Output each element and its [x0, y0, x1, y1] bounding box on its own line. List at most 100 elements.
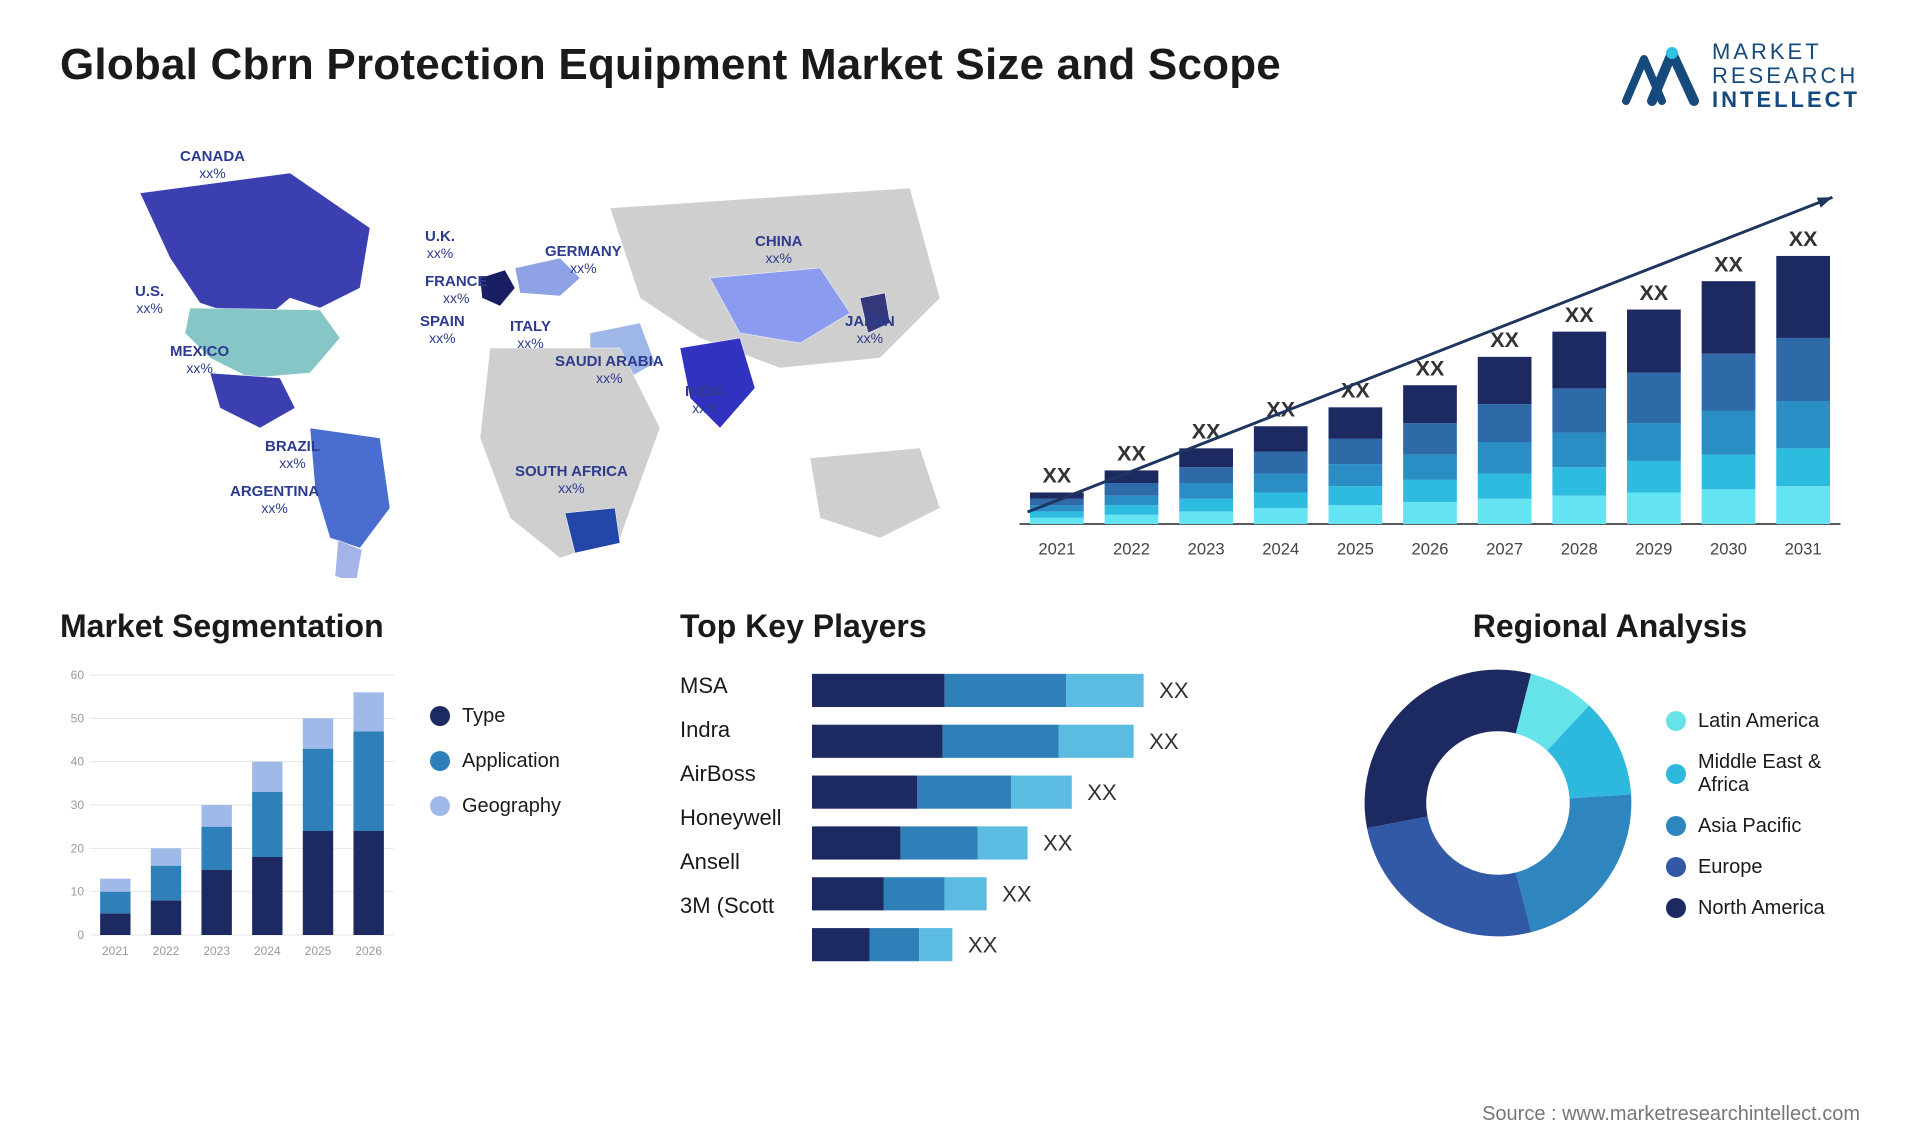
- map-label-japan: JAPANxx%: [845, 313, 895, 346]
- map-label-germany: GERMANYxx%: [545, 243, 622, 276]
- seg-legend-type: Type: [430, 705, 561, 728]
- brand-logo: MARKET RESEARCH INTELLECT: [1622, 40, 1860, 113]
- legend-label: Asia Pacific: [1698, 815, 1801, 838]
- page-title: Global Cbrn Protection Equipment Market …: [60, 40, 1281, 90]
- svg-text:XX: XX: [1159, 678, 1189, 703]
- svg-text:2023: 2023: [203, 944, 230, 958]
- regional-title: Regional Analysis: [1360, 608, 1860, 645]
- world-map-panel: CANADAxx% U.S.xx%MEXICOxx% BRAZILxx% ARGENT…: [60, 138, 960, 578]
- svg-text:2031: 2031: [1785, 539, 1822, 558]
- svg-text:60: 60: [71, 668, 85, 682]
- swatch-icon: [1666, 857, 1686, 877]
- forecast-chart-panel: 2021 XX 2022 XX 2023 XX 2024 XX 2025 XX 2026 XX 2027…: [1000, 138, 1860, 578]
- map-label-china: CHINAxx%: [755, 233, 803, 266]
- svg-text:40: 40: [71, 754, 85, 768]
- legend-label: Europe: [1698, 856, 1763, 879]
- seg-legend-application: Application: [430, 750, 561, 773]
- map-label-canada: CANADAxx%: [180, 148, 245, 181]
- swatch-icon: [430, 706, 450, 726]
- map-label-spain: SPAINxx%: [420, 313, 465, 346]
- player-label: Ansell: [680, 849, 782, 875]
- swatch-icon: [430, 751, 450, 771]
- map-label-saudi-arabia: SAUDI ARABIAxx%: [555, 353, 664, 386]
- svg-text:2028: 2028: [1561, 539, 1598, 558]
- regional-legend-item: Latin America: [1666, 710, 1860, 733]
- regional-legend-item: Europe: [1666, 856, 1860, 879]
- svg-text:2022: 2022: [1113, 539, 1150, 558]
- logo-word-3: INTELLECT: [1712, 87, 1860, 112]
- svg-text:2030: 2030: [1710, 539, 1747, 558]
- svg-text:XX: XX: [1192, 419, 1221, 443]
- player-label: Honeywell: [680, 805, 782, 831]
- svg-text:2024: 2024: [254, 944, 281, 958]
- player-label: Indra: [680, 717, 782, 743]
- legend-label: Type: [462, 705, 505, 728]
- map-label-u-s-: U.S.xx%: [135, 283, 164, 316]
- map-label-france: FRANCExx%: [425, 273, 488, 306]
- map-label-mexico: MEXICOxx%: [170, 343, 229, 376]
- map-label-italy: ITALYxx%: [510, 318, 551, 351]
- svg-text:50: 50: [71, 711, 85, 725]
- svg-text:10: 10: [71, 884, 85, 898]
- regional-legend: Latin America Middle East & Africa Asia Pa…: [1666, 710, 1860, 920]
- svg-text:XX: XX: [1565, 302, 1594, 326]
- swatch-icon: [430, 796, 450, 816]
- seg-legend-geography: Geography: [430, 795, 561, 818]
- legend-label: Latin America: [1698, 710, 1819, 733]
- source-line: Source : www.marketresearchintellect.com: [1482, 1103, 1860, 1126]
- swatch-icon: [1666, 711, 1686, 731]
- svg-text:XX: XX: [1043, 830, 1073, 855]
- regional-legend-item: Asia Pacific: [1666, 815, 1860, 838]
- svg-text:2025: 2025: [305, 944, 332, 958]
- logo-word-2: RESEARCH: [1712, 64, 1860, 88]
- legend-label: Geography: [462, 795, 561, 818]
- segmentation-legend: Type Application Geography: [430, 665, 561, 965]
- players-bars-chart: XX XX XX XX XX XX: [812, 665, 1321, 965]
- players-title: Top Key Players: [680, 608, 1320, 645]
- regional-donut-chart: [1360, 665, 1636, 965]
- svg-text:XX: XX: [1149, 729, 1179, 754]
- svg-text:2025: 2025: [1337, 539, 1374, 558]
- swatch-icon: [1666, 764, 1686, 784]
- svg-text:0: 0: [77, 928, 84, 942]
- svg-text:2021: 2021: [102, 944, 129, 958]
- svg-text:2027: 2027: [1486, 539, 1523, 558]
- svg-text:XX: XX: [1087, 779, 1117, 804]
- players-labels: MSA Indra AirBoss Honeywell Ansell 3M (Scott: [680, 665, 782, 965]
- player-label: AirBoss: [680, 761, 782, 787]
- svg-text:2029: 2029: [1635, 539, 1672, 558]
- svg-text:XX: XX: [1043, 463, 1072, 487]
- svg-text:2021: 2021: [1038, 539, 1075, 558]
- svg-text:2023: 2023: [1188, 539, 1225, 558]
- forecast-bar-chart: 2021 XX 2022 XX 2023 XX 2024 XX 2025 XX 2026 XX 2027…: [1000, 138, 1860, 568]
- svg-text:XX: XX: [1714, 252, 1743, 276]
- regional-legend-item: North America: [1666, 897, 1860, 920]
- swatch-icon: [1666, 816, 1686, 836]
- segmentation-chart: 0 10 20 30 40 50 60 2021 2022 2023 2024 2025 2026: [60, 665, 400, 965]
- map-label-south-africa: SOUTH AFRICAxx%: [515, 463, 628, 496]
- svg-text:XX: XX: [967, 932, 997, 957]
- map-label-argentina: ARGENTINAxx%: [230, 483, 319, 516]
- svg-text:2026: 2026: [355, 944, 382, 958]
- logo-word-1: MARKET: [1712, 40, 1860, 64]
- legend-label: Middle East & Africa: [1698, 751, 1860, 797]
- player-label: MSA: [680, 673, 782, 699]
- svg-text:XX: XX: [1789, 227, 1818, 251]
- legend-label: North America: [1698, 897, 1825, 920]
- map-label-brazil: BRAZILxx%: [265, 438, 320, 471]
- svg-text:30: 30: [71, 798, 85, 812]
- svg-text:XX: XX: [1002, 881, 1032, 906]
- legend-label: Application: [462, 750, 560, 773]
- svg-text:2024: 2024: [1262, 539, 1299, 558]
- svg-text:2026: 2026: [1412, 539, 1449, 558]
- segmentation-title: Market Segmentation: [60, 608, 640, 645]
- map-label-india: INDIAxx%: [685, 383, 726, 416]
- svg-text:20: 20: [71, 841, 85, 855]
- svg-text:2022: 2022: [153, 944, 180, 958]
- player-label: 3M (Scott: [680, 893, 782, 919]
- svg-text:XX: XX: [1117, 441, 1146, 465]
- swatch-icon: [1666, 898, 1686, 918]
- map-label-u-k-: U.K.xx%: [425, 228, 455, 261]
- svg-text:XX: XX: [1640, 280, 1669, 304]
- logo-mark-icon: [1622, 41, 1702, 111]
